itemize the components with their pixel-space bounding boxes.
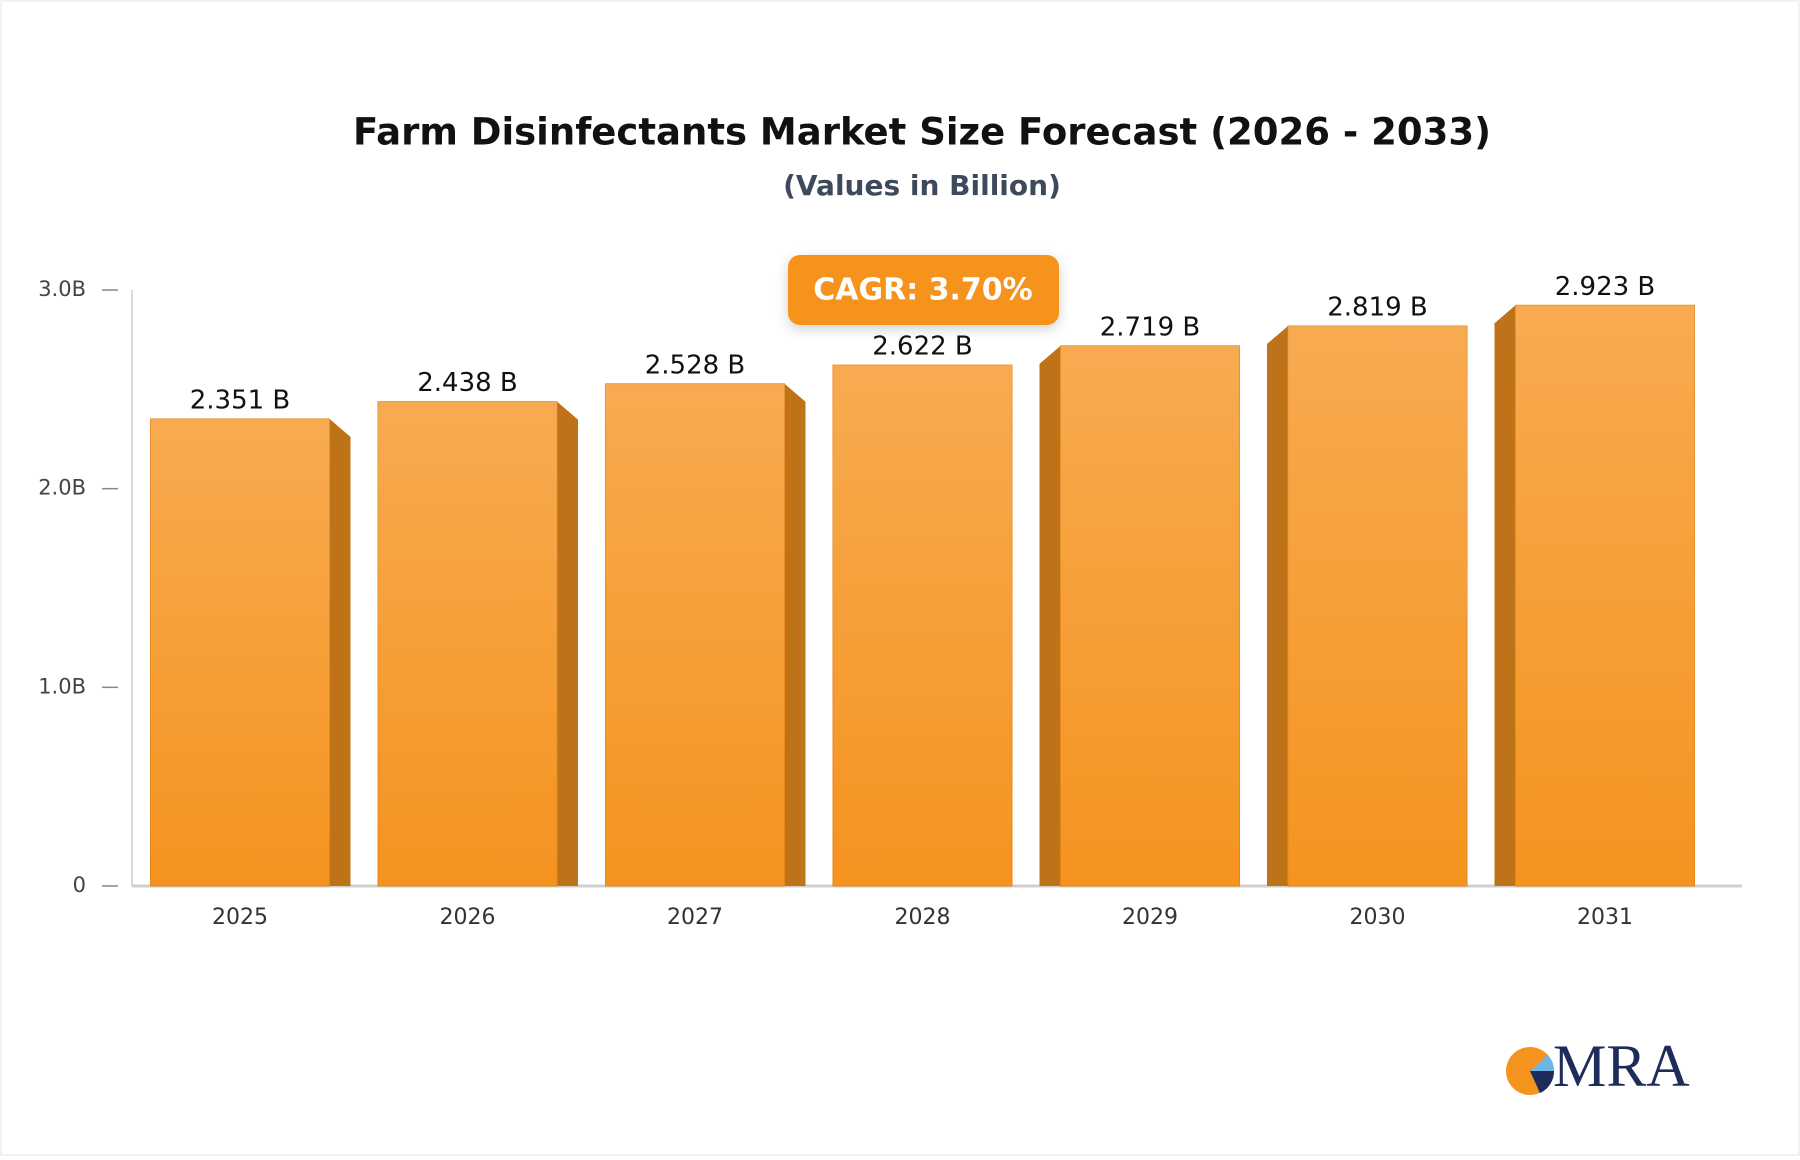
logo: MRA — [1506, 1033, 1690, 1099]
y-tick-label: 2.0B — [38, 476, 86, 500]
bar-side — [1494, 305, 1516, 886]
value-label: 2.351 B — [190, 385, 291, 415]
bar-shine — [150, 418, 330, 886]
cagr-box — [788, 255, 1059, 325]
cagr-badge — [788, 255, 1059, 325]
bar-shine — [1060, 345, 1240, 887]
cagr-label: CAGR: 3.70% — [813, 273, 1032, 308]
bar-side — [1039, 345, 1061, 887]
bar-side — [1267, 325, 1288, 886]
logo-text: MRA — [1553, 1033, 1690, 1099]
logo-slice — [1530, 1055, 1555, 1071]
bar-side — [557, 401, 578, 886]
bar-shine — [1515, 305, 1695, 886]
value-label: 2.719 B — [1100, 312, 1201, 342]
y-tick-label: 0 — [73, 873, 86, 897]
y-tick-label: 1.0B — [38, 674, 86, 698]
bar-side — [784, 383, 806, 886]
logo-slice — [1530, 1071, 1555, 1093]
bar-shine — [605, 383, 785, 886]
chart-subtitle: (Values in Billion) — [783, 169, 1061, 202]
chart-title: Farm Disinfectants Market Size Forecast … — [353, 111, 1491, 154]
value-label: 2.528 B — [645, 350, 746, 380]
x-tick-label: 2026 — [440, 905, 496, 930]
x-tick-label: 2025 — [212, 905, 268, 930]
x-tick-label: 2030 — [1350, 905, 1406, 930]
x-tick-label: 2027 — [667, 905, 723, 930]
y-tick-label: 3.0B — [38, 277, 86, 301]
value-label: 2.923 B — [1555, 272, 1656, 302]
plot: 0 1.0B 2.0B 3.0B 2025 2.351 B 2026 2.438 B 2027 2… — [38, 272, 1742, 930]
x-tick-label: 2028 — [895, 905, 951, 930]
value-label: 2.819 B — [1327, 292, 1428, 322]
bar-side — [329, 418, 351, 886]
x-tick-label: 2031 — [1577, 905, 1633, 930]
bar-shine — [833, 365, 1012, 886]
bar-shine — [378, 401, 557, 886]
x-tick-label: 2029 — [1122, 905, 1178, 930]
bar-shine — [1288, 325, 1467, 886]
value-label: 2.622 B — [872, 332, 973, 362]
value-label: 2.438 B — [417, 368, 518, 398]
